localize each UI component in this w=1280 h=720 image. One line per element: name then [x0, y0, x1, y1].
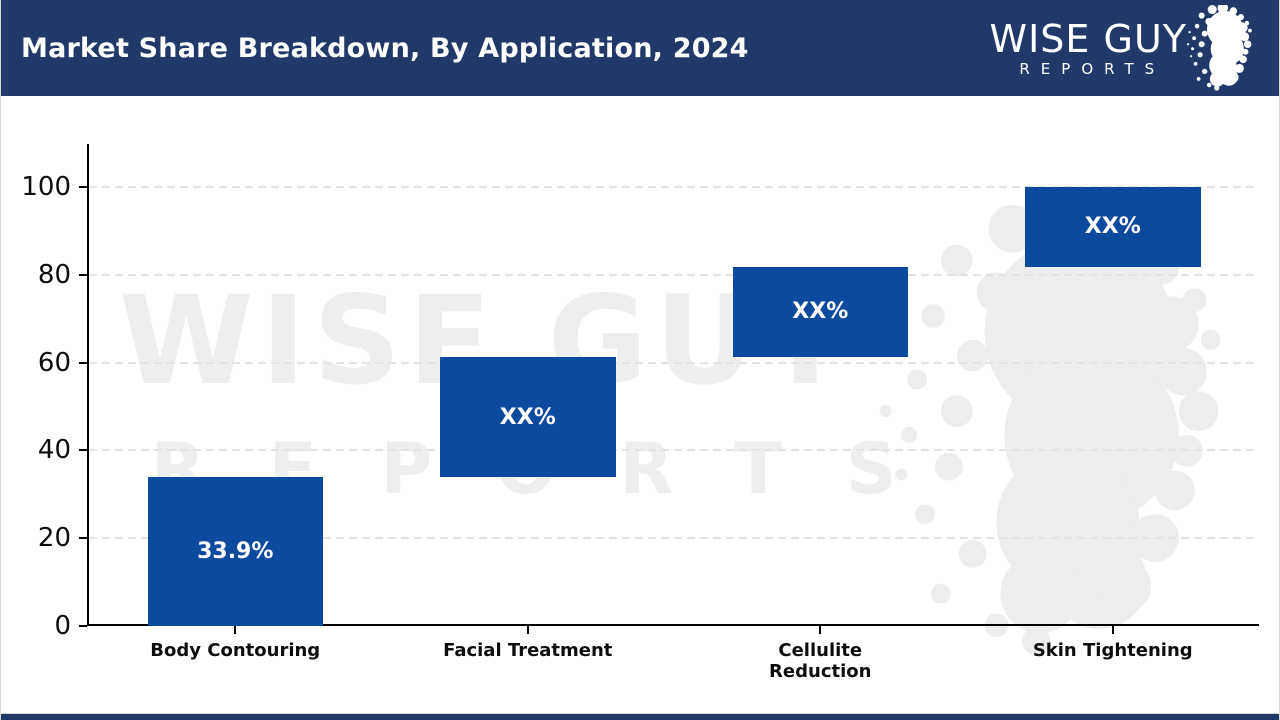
y-tick-80	[79, 273, 87, 276]
y-tick-label-0: 0	[54, 611, 71, 641]
gridline-60	[89, 361, 1259, 364]
logo-wordmark: WISE GUY	[989, 16, 1187, 61]
logo-text: WISE GUY REPORTS	[990, 20, 1187, 77]
y-tick-label-20: 20	[37, 523, 71, 554]
x-tick-2	[819, 626, 822, 634]
bar-facial-treatment: XX%	[440, 356, 616, 478]
logo-face-icon	[1186, 5, 1252, 91]
y-tick-60	[79, 361, 87, 364]
x-tick-0	[234, 626, 237, 634]
y-tick-label-60: 60	[37, 347, 71, 378]
y-tick-100	[79, 186, 87, 188]
x-axis-line	[87, 624, 1259, 626]
gridline-80	[89, 273, 1259, 276]
y-tick-40	[79, 449, 87, 452]
gridline-20	[89, 537, 1259, 540]
x-category-label: Skin Tightening	[1032, 640, 1193, 661]
x-category-label: Body Contouring	[150, 640, 321, 661]
gridline-100	[89, 186, 1259, 188]
bar-cellulite-reduction: XX%	[732, 266, 908, 357]
bar-value-label: 33.9%	[197, 539, 274, 565]
footer-bar	[1, 714, 1279, 720]
y-axis-line	[87, 144, 89, 626]
y-tick-20	[79, 537, 87, 540]
chart-title: Market Share Breakdown, By Application, …	[21, 32, 749, 64]
y-tick-0	[79, 625, 87, 627]
bar-value-label: XX%	[1084, 214, 1141, 240]
bar-value-label: XX%	[499, 404, 556, 430]
bar-skin-tightening: XX%	[1025, 187, 1201, 267]
bar-body-contouring: 33.9%	[147, 477, 323, 626]
y-tick-label-100: 100	[21, 172, 71, 202]
x-category-label: Cellulite Reduction	[769, 640, 872, 683]
y-tick-label-40: 40	[37, 435, 71, 466]
x-tick-1	[526, 626, 529, 634]
header-banner: Market Share Breakdown, By Application, …	[1, 0, 1279, 96]
y-tick-label-80: 80	[37, 259, 71, 290]
x-tick-3	[1111, 626, 1114, 634]
x-category-label: Facial Treatment	[443, 640, 613, 661]
logo-subtitle: REPORTS	[1019, 59, 1166, 78]
plot-area: 0 20 40 60 80 100 33.9% Body Contouring XX% Facia…	[21, 144, 1259, 682]
gridline-40	[89, 449, 1259, 452]
bar-value-label: XX%	[792, 299, 849, 325]
wise-guy-reports-logo: WISE GUY REPORTS	[990, 5, 1255, 91]
footer-divider	[1, 713, 1279, 714]
